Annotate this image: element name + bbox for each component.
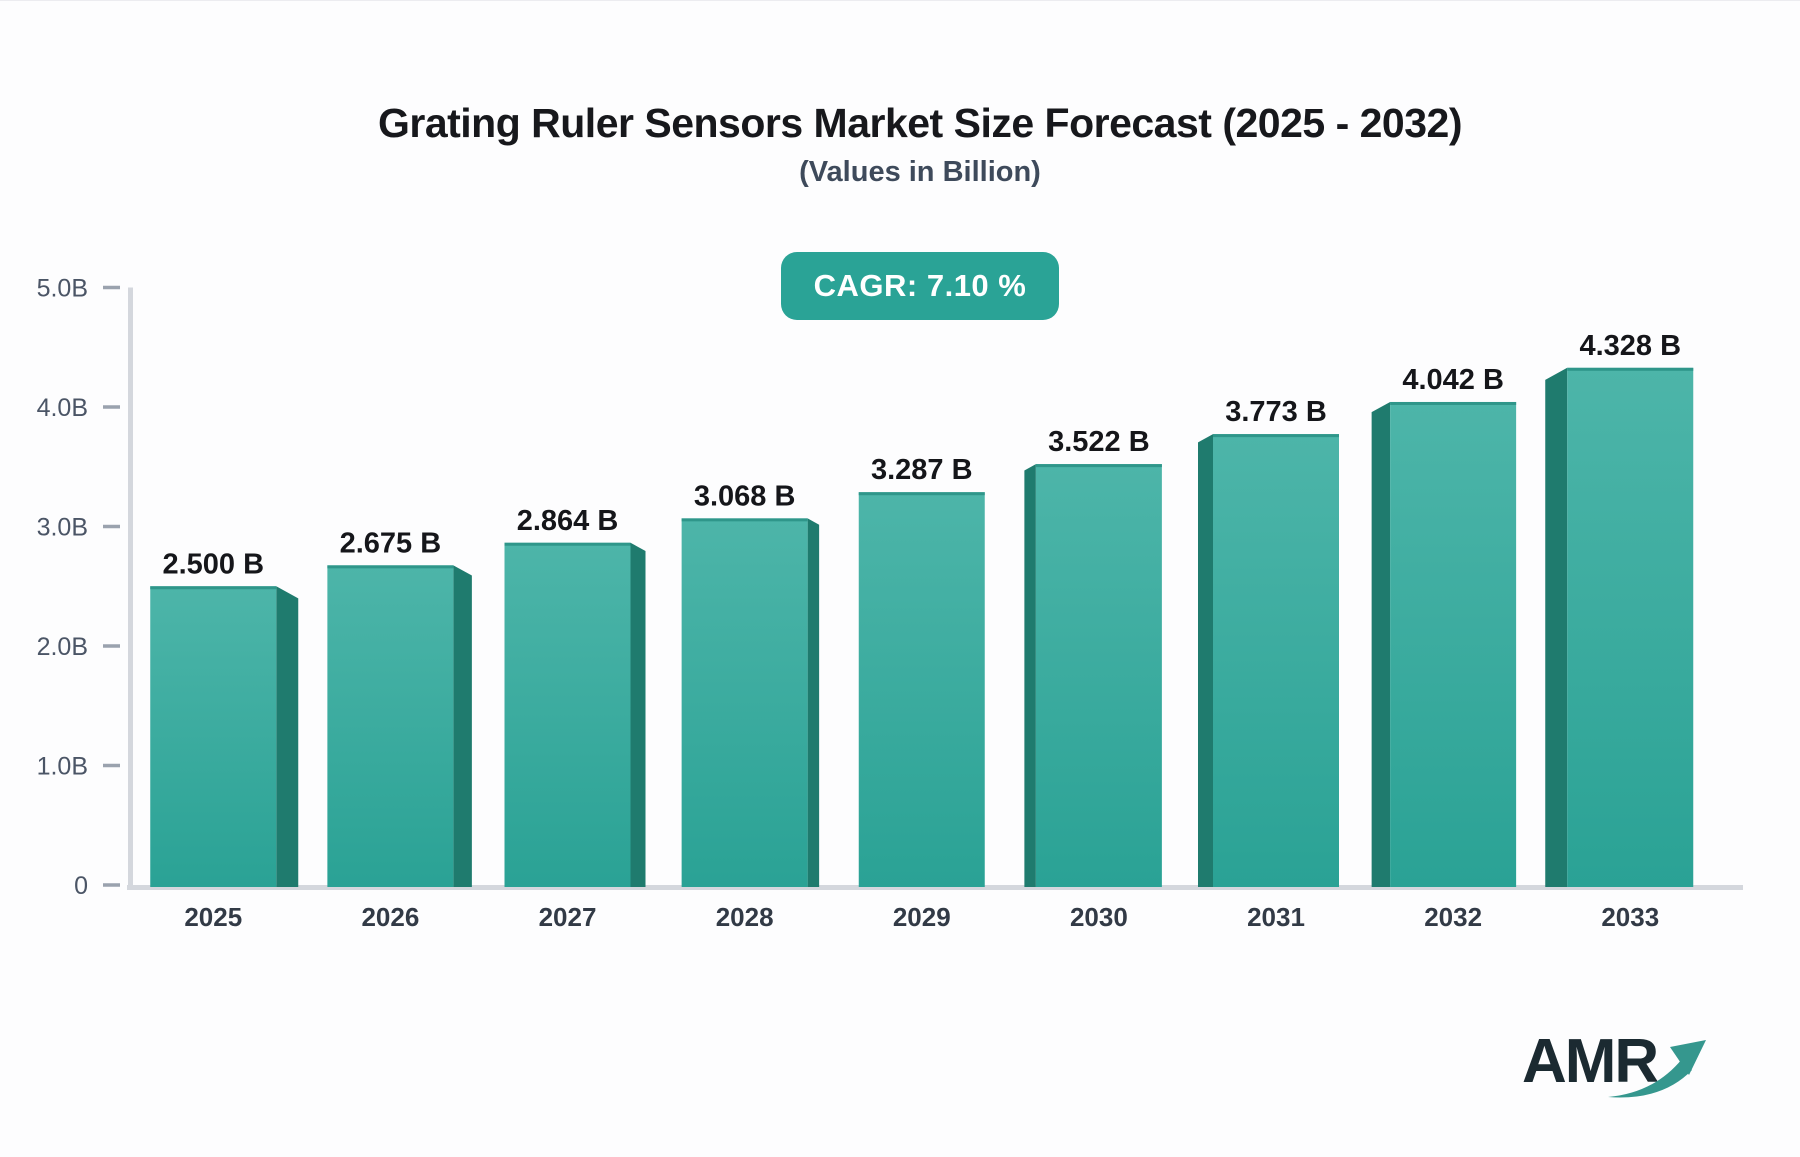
bar-value-label: 2.864 B [517, 505, 619, 537]
bar-top-edge [327, 565, 454, 569]
growth-arrow-icon [1608, 1040, 1706, 1098]
x-axis-year-label: 2026 [361, 902, 419, 932]
bar-value-label: 2.675 B [340, 527, 442, 559]
bar-side-face [630, 542, 646, 887]
bar-2026: 2.675 B 2026 [327, 527, 472, 932]
bar-front-face [1213, 434, 1339, 887]
bar-top-edge [1567, 367, 1694, 371]
bar-2031: 3.773 B 2031 [1198, 396, 1339, 932]
y-tick-label: 0 [74, 872, 88, 900]
bar-top-edge [681, 518, 808, 522]
x-axis-year-label: 2030 [1070, 902, 1128, 932]
bar-2032: 4.042 B 2032 [1371, 364, 1517, 932]
bar-front-face [858, 492, 985, 887]
y-tick-label: 5.0B [37, 275, 88, 303]
bar-side-face [807, 518, 820, 887]
bar-side-face [1024, 464, 1036, 887]
bar-2029: 3.287 B 2029 [858, 454, 985, 932]
chart-title: Grating Ruler Sensors Market Size Foreca… [377, 100, 1463, 146]
bars: 2.500 B 2025 2.675 B 2026 2.864 B 2027 3.068 B… [150, 330, 1694, 932]
bar-front-face [681, 518, 808, 887]
bar-2025: 2.500 B 2025 [150, 548, 299, 932]
bar-top-edge [1390, 401, 1517, 405]
bar-side-face [1371, 401, 1391, 887]
y-tick-label: 3.0B [37, 514, 88, 542]
bar-value-label: 2.500 B [162, 548, 264, 580]
bar-side-face [1545, 367, 1568, 888]
amr-logo: AMR [1522, 1031, 1722, 1111]
bar-value-label: 3.287 B [871, 454, 973, 486]
bar-side-face [276, 586, 299, 887]
y-tick-label: 2.0B [37, 633, 88, 661]
bar-front-face [327, 565, 454, 887]
x-axis-year-label: 2025 [184, 902, 242, 932]
x-axis-year-label: 2032 [1424, 902, 1482, 932]
cagr-badge-label: CAGR: 7.10 % [813, 267, 1027, 303]
bar-front-face [1035, 464, 1162, 887]
y-tick-label: 1.0B [37, 753, 88, 781]
amr-logo-text: AMR [1522, 1027, 1659, 1096]
cagr-badge: CAGR: 7.10 % [780, 251, 1060, 320]
y-tick-label: 4.0B [37, 394, 88, 422]
x-axis-year-label: 2028 [716, 902, 774, 932]
chart-header: Grating Ruler Sensors Market Size Foreca… [40, 100, 1800, 320]
bar-2028: 3.068 B 2028 [681, 480, 820, 932]
bar-value-label: 3.068 B [694, 480, 796, 512]
bar-2027: 2.864 B 2027 [504, 505, 646, 932]
bar-value-label: 3.773 B [1225, 396, 1327, 428]
bar-side-face [453, 565, 472, 887]
bar-value-label: 4.328 B [1579, 330, 1681, 362]
bar-top-edge [504, 542, 631, 546]
x-axis-baseline [127, 885, 1743, 890]
x-axis-year-label: 2031 [1247, 902, 1305, 932]
bar-front-face [1390, 401, 1517, 887]
bar-top-edge [858, 492, 985, 496]
y-axis-line [128, 287, 133, 888]
x-axis-year-label: 2027 [539, 902, 597, 932]
bar-2030: 3.522 B 2030 [1024, 426, 1162, 932]
bar-top-edge [150, 586, 277, 590]
y-axis: 5.0B 4.0B 3.0B 2.0B 1.0B 0 [37, 275, 133, 900]
chart-subtitle: (Values in Billion) [799, 155, 1041, 188]
bar-front-face [150, 586, 277, 887]
x-axis-year-label: 2033 [1601, 902, 1659, 932]
bar-value-label: 3.522 B [1048, 426, 1150, 458]
bar-top-edge [1213, 434, 1339, 438]
bar-value-label: 4.042 B [1402, 364, 1504, 396]
bar-front-face [1567, 367, 1694, 888]
x-axis-year-label: 2029 [893, 902, 951, 932]
bar-side-face [1198, 434, 1213, 887]
bar-top-edge [1035, 464, 1162, 468]
bar-front-face [504, 542, 631, 887]
bar-2033: 4.328 B 2033 [1545, 330, 1694, 932]
